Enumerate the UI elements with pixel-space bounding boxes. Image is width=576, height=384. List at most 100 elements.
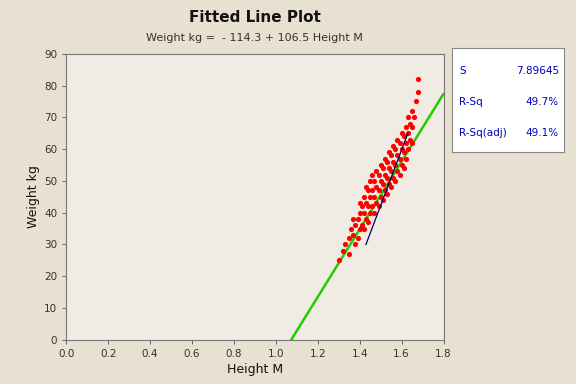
Point [363, 187, 373, 194]
Point [361, 184, 370, 190]
Point [380, 187, 389, 194]
Point [376, 178, 385, 184]
Point [391, 162, 400, 168]
Point [374, 203, 383, 209]
Point [355, 200, 364, 206]
Point [353, 235, 362, 241]
Point [399, 165, 408, 171]
Point [414, 89, 423, 95]
X-axis label: Height M: Height M [227, 363, 283, 376]
Point [414, 76, 423, 82]
Point [363, 219, 373, 225]
Point [378, 181, 387, 187]
Point [367, 172, 377, 178]
Point [355, 210, 364, 216]
Point [359, 194, 369, 200]
Point [386, 152, 396, 159]
Point [389, 159, 398, 165]
Point [389, 143, 398, 149]
Point [382, 159, 392, 165]
Point [389, 175, 398, 181]
Point [386, 168, 396, 174]
Point [393, 137, 402, 143]
Point [391, 178, 400, 184]
Point [401, 156, 410, 162]
Point [349, 216, 358, 222]
Point [393, 168, 402, 174]
Point [334, 257, 343, 263]
Text: Fitted Line Plot: Fitted Line Plot [189, 10, 321, 25]
Point [344, 235, 354, 241]
Point [344, 251, 354, 257]
Point [361, 216, 370, 222]
Point [351, 242, 360, 248]
Point [380, 156, 389, 162]
Point [378, 197, 387, 203]
Point [366, 210, 375, 216]
Point [401, 140, 410, 146]
Text: 7.89645: 7.89645 [516, 66, 559, 76]
Point [357, 222, 366, 228]
Point [370, 194, 379, 200]
Point [370, 210, 379, 216]
Point [395, 156, 404, 162]
Point [403, 114, 412, 121]
Point [376, 194, 385, 200]
Point [407, 124, 416, 130]
Point [372, 168, 381, 174]
Point [376, 162, 385, 168]
Text: 49.1%: 49.1% [526, 128, 559, 138]
Point [367, 187, 377, 194]
Point [340, 242, 350, 248]
Point [382, 175, 392, 181]
Point [406, 137, 415, 143]
Point [384, 181, 393, 187]
Point [374, 187, 383, 194]
Point [355, 225, 364, 232]
Text: 49.7%: 49.7% [526, 97, 559, 107]
Point [407, 108, 416, 114]
Point [361, 200, 370, 206]
Point [395, 140, 404, 146]
Point [406, 121, 415, 127]
Point [384, 165, 393, 171]
Point [397, 162, 406, 168]
Point [353, 216, 362, 222]
Point [384, 149, 393, 156]
Point [363, 203, 373, 209]
Point [366, 178, 375, 184]
Point [386, 184, 396, 190]
Point [397, 130, 406, 136]
Point [357, 203, 366, 209]
Point [403, 130, 412, 136]
Point [407, 140, 416, 146]
Text: S: S [459, 66, 465, 76]
Point [347, 225, 356, 232]
Point [378, 165, 387, 171]
Point [397, 146, 406, 152]
Point [395, 172, 404, 178]
Point [374, 172, 383, 178]
Point [393, 152, 402, 159]
Point [410, 114, 419, 121]
Point [399, 133, 408, 139]
Point [359, 210, 369, 216]
Point [382, 190, 392, 197]
Point [349, 232, 358, 238]
Point [399, 149, 408, 156]
Point [367, 203, 377, 209]
Y-axis label: Weight kg: Weight kg [27, 166, 40, 228]
Point [372, 184, 381, 190]
Point [359, 225, 369, 232]
Text: R-Sq(adj): R-Sq(adj) [459, 128, 507, 138]
Point [338, 248, 347, 254]
Text: Weight kg =  - 114.3 + 106.5 Height M: Weight kg = - 114.3 + 106.5 Height M [146, 33, 363, 43]
Point [401, 124, 410, 130]
Point [403, 146, 412, 152]
Point [372, 200, 381, 206]
Point [391, 146, 400, 152]
Point [370, 178, 379, 184]
Point [351, 222, 360, 228]
Point [366, 194, 375, 200]
Point [380, 172, 389, 178]
